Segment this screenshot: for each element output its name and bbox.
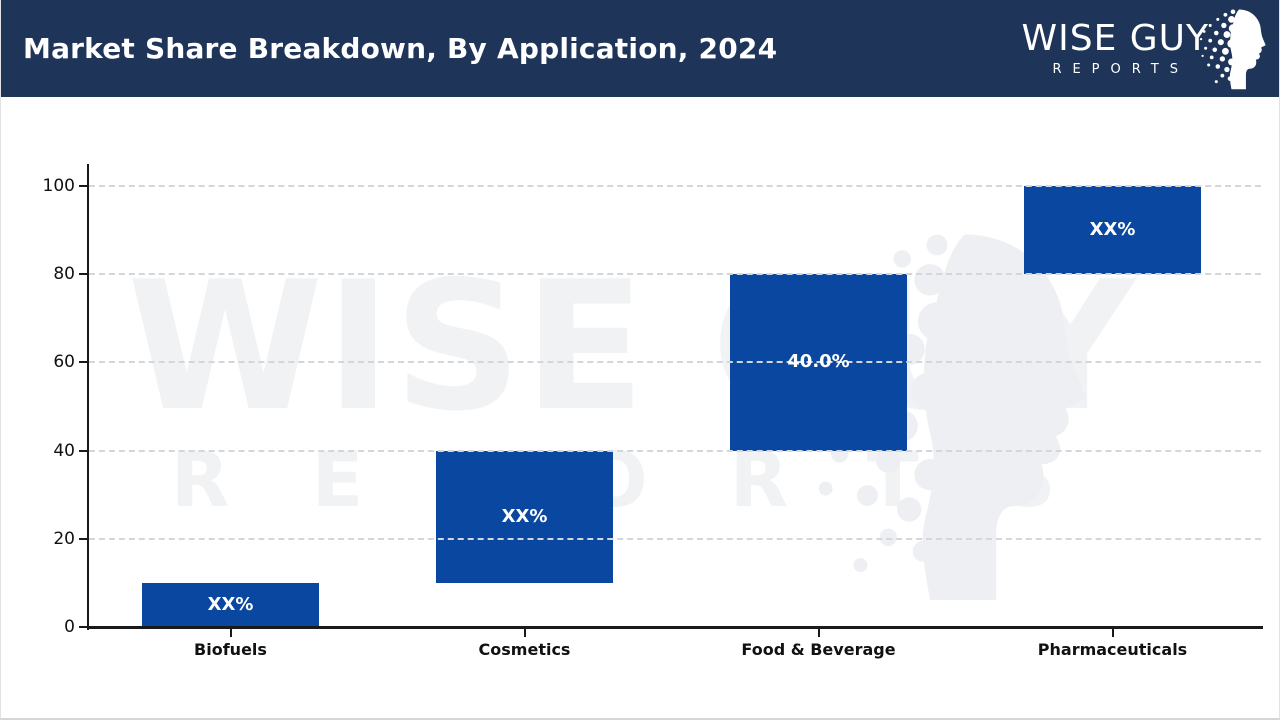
y-axis-tick xyxy=(79,185,87,187)
logo-subtitle-text: REPORTS xyxy=(1052,61,1190,77)
x-axis-category-label: Food & Beverage xyxy=(741,640,896,659)
x-axis-tick xyxy=(523,629,526,637)
bar xyxy=(436,450,613,583)
grid-line xyxy=(89,537,1261,540)
x-axis-line xyxy=(87,626,1263,629)
logo-brand-text: WISE GUY xyxy=(1021,17,1209,59)
bar xyxy=(1024,186,1201,275)
y-axis-tick-label: 0 xyxy=(64,617,75,637)
y-axis-tick xyxy=(79,626,87,628)
grid-line xyxy=(89,273,1261,276)
x-axis-tick xyxy=(229,629,232,637)
y-axis-tick-label: 40 xyxy=(53,440,75,461)
x-axis-tick xyxy=(817,629,820,637)
y-axis-tick xyxy=(79,449,87,452)
x-axis-category-label: Pharmaceuticals xyxy=(1037,640,1188,659)
grid-line xyxy=(89,361,1261,364)
y-axis-line xyxy=(87,164,89,630)
x-axis-tick xyxy=(1111,629,1114,637)
y-axis-tick xyxy=(79,537,87,540)
wise-guy-reports-logo: WISE GUY REPORTS xyxy=(1022,0,1272,97)
y-axis-tick-label: 100 xyxy=(42,176,75,196)
bar-value-label: XX% xyxy=(1089,219,1136,241)
y-axis-tick xyxy=(79,273,87,276)
logo-wordmark: WISE GUY REPORTS xyxy=(1021,17,1210,77)
x-axis-category-label: Biofuels xyxy=(194,640,267,659)
y-axis-tick-label: 60 xyxy=(53,352,75,373)
y-axis-tick xyxy=(79,361,87,364)
x-axis-category-label: Cosmetics xyxy=(478,640,571,659)
header-bar: Market Share Breakdown, By Application, … xyxy=(1,0,1279,97)
bar-value-label: 40.0% xyxy=(787,351,850,373)
bar xyxy=(142,582,319,627)
bar-value-label: XX% xyxy=(207,593,254,615)
grid-line xyxy=(89,449,1261,452)
page-title: Market Share Breakdown, By Application, … xyxy=(23,32,778,65)
y-axis-tick-label: 20 xyxy=(53,528,75,549)
bar-value-label: XX% xyxy=(501,505,548,527)
y-axis-tick-label: 80 xyxy=(53,264,75,285)
grid-line xyxy=(89,185,1261,187)
